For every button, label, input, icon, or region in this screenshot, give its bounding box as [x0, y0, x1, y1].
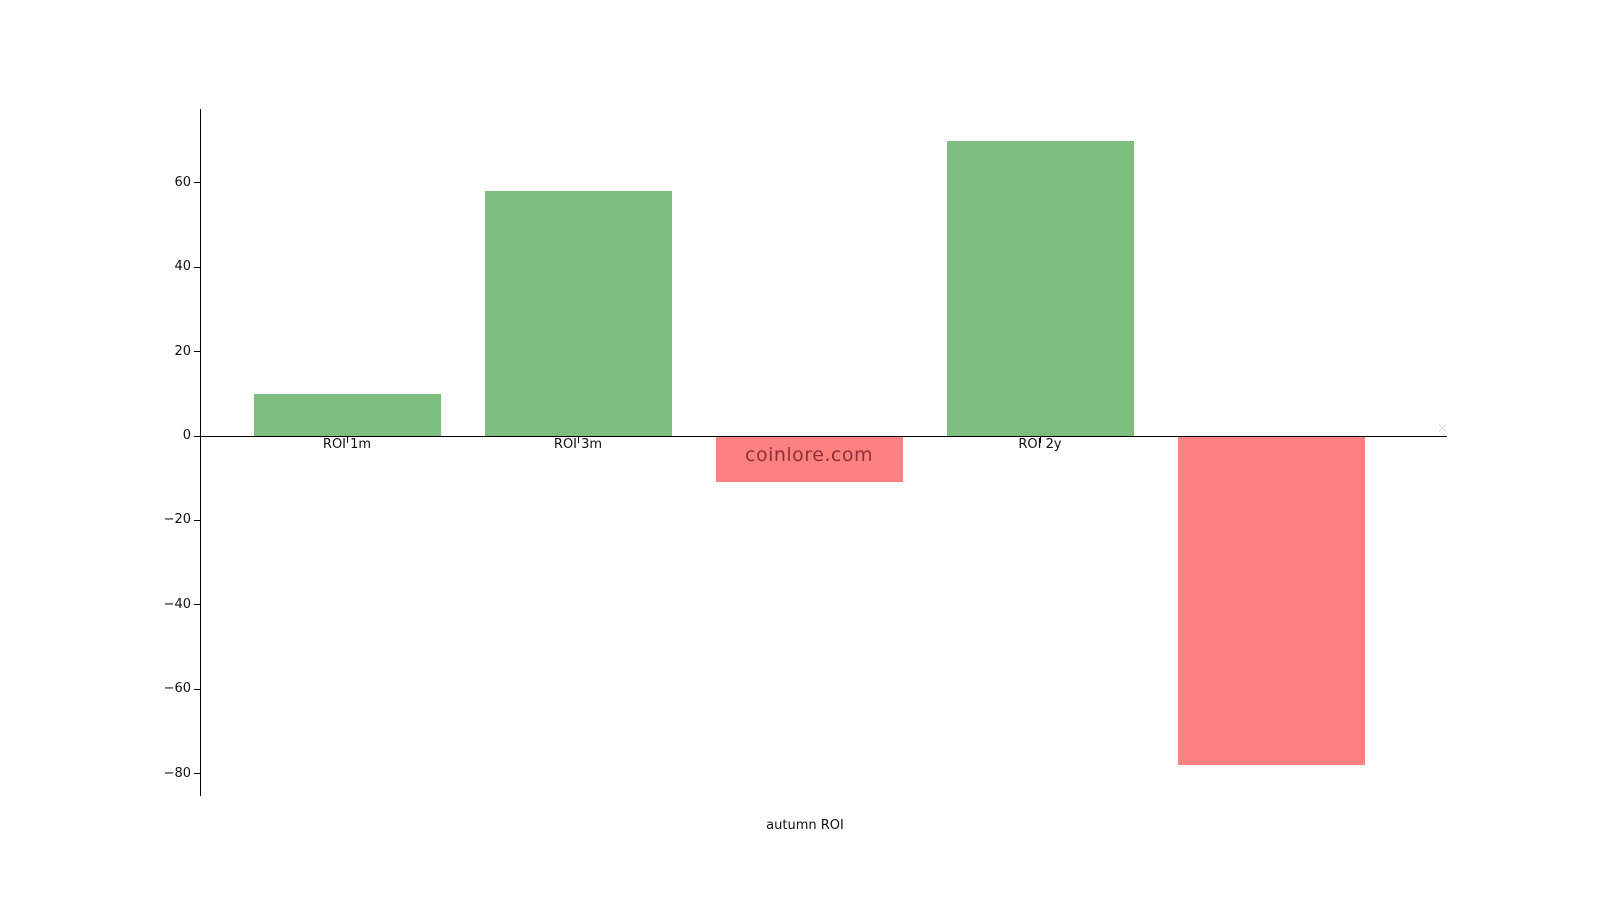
x-tick [346, 436, 348, 443]
y-tick [194, 266, 200, 268]
x-axis-zero-line [200, 435, 1447, 437]
y-axis-spine [200, 109, 201, 796]
y-tick-label: 20 [174, 343, 191, 359]
bar-negative [715, 436, 903, 483]
x-tick [577, 436, 579, 443]
y-tick-label: 40 [174, 259, 191, 275]
bar-positive [946, 140, 1134, 436]
y-tick-label: −40 [163, 596, 191, 612]
y-tick [194, 604, 200, 606]
y-tick-label: 0 [182, 428, 191, 443]
bar-positive [253, 393, 441, 436]
axis-end-artifact-icon: × [1437, 421, 1448, 436]
watermark-text: coinlore.com [745, 444, 873, 466]
chart-xlabel: autumn ROI [766, 818, 844, 833]
y-tick-label: −80 [163, 765, 191, 781]
bar-positive [484, 191, 672, 436]
x-tick-label: ROI 3m [553, 437, 603, 452]
y-tick-label: −60 [163, 681, 191, 697]
y-tick [194, 519, 200, 521]
y-tick [194, 435, 200, 437]
y-tick [194, 688, 200, 690]
x-tick-label: ROI 1m [322, 437, 372, 452]
x-tick-label: ROI 2y [1018, 437, 1062, 452]
y-tick [194, 182, 200, 184]
y-tick [194, 351, 200, 353]
y-tick-label: −20 [163, 512, 191, 528]
bar-negative [1177, 436, 1365, 766]
x-tick [1039, 436, 1041, 443]
y-tick-label: 60 [174, 174, 191, 190]
y-tick [194, 773, 200, 775]
